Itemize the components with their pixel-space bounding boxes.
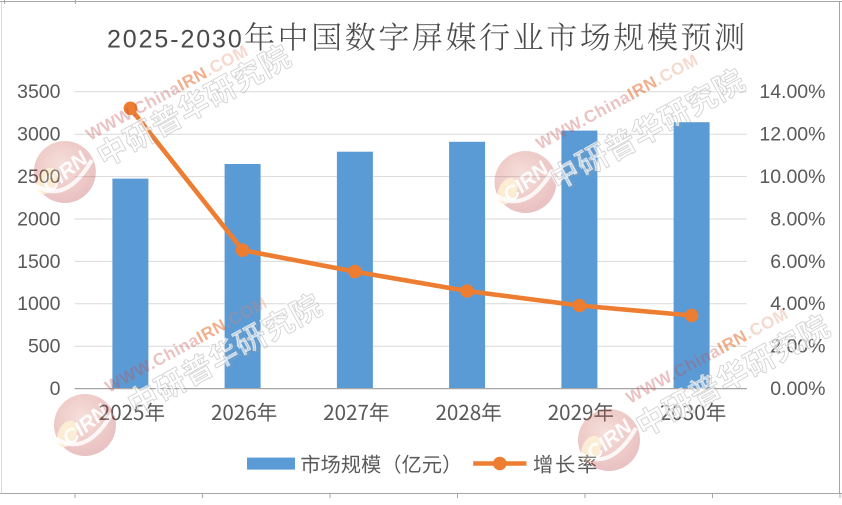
svg-text:6.00%: 6.00% [770,251,825,273]
svg-text:4.00%: 4.00% [770,293,825,315]
svg-text:0: 0 [50,378,61,400]
svg-text:12.00%: 12.00% [759,124,825,146]
svg-text:0.00%: 0.00% [770,378,825,400]
svg-text:8.00%: 8.00% [770,208,825,230]
svg-text:3500: 3500 [17,81,61,103]
svg-text:2025-2030: 2025-2030 [107,25,244,53]
svg-text:10.00%: 10.00% [759,166,825,188]
svg-text:1500: 1500 [17,251,61,273]
svg-text:2000: 2000 [17,208,61,230]
svg-text:14.00%: 14.00% [759,81,825,103]
svg-text:500: 500 [28,336,61,358]
svg-text:1000: 1000 [17,293,61,315]
svg-text:3000: 3000 [17,124,61,146]
